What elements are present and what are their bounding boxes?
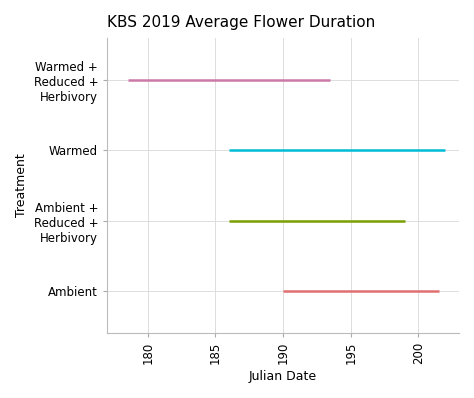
X-axis label: Julian Date: Julian Date bbox=[249, 370, 317, 383]
Text: KBS 2019 Average Flower Duration: KBS 2019 Average Flower Duration bbox=[107, 15, 375, 30]
Y-axis label: Treatment: Treatment bbox=[15, 154, 28, 217]
